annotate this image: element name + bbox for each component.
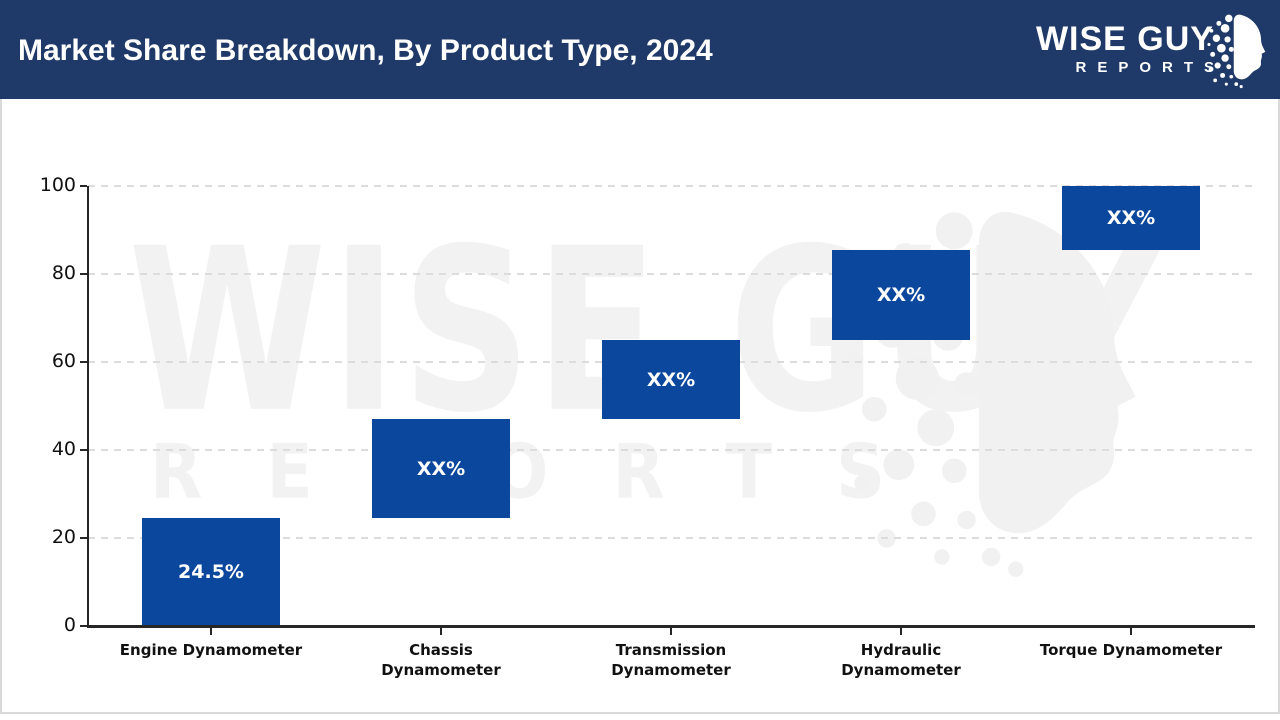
x-tick-label-torque-dynamometer: Torque Dynamometer	[1039, 641, 1223, 659]
y-tick-label-100: 100	[39, 174, 76, 196]
gridline-20	[88, 537, 1255, 539]
plot-area: 24.5% XX% XX% XX% XX%	[88, 185, 1255, 626]
logo-text: WISE GUY REPORTS	[1036, 22, 1214, 76]
bar-engine-dynamometer: 24.5%	[142, 518, 280, 626]
y-tick-label-20: 20	[51, 526, 76, 548]
logo-subtext: REPORTS	[1075, 59, 1225, 76]
y-tick-mark	[80, 273, 87, 275]
x-tick-label-engine-dynamometer: Engine Dynamometer	[119, 641, 303, 659]
x-tick-mark	[1130, 628, 1132, 635]
bar-torque-dynamometer: XX%	[1062, 186, 1200, 250]
logo-wordmark: WISE GUY	[1035, 20, 1214, 58]
gridline-100	[88, 185, 1255, 187]
logo: WISE GUY REPORTS	[1026, 8, 1266, 92]
bar-value-label: XX%	[646, 368, 696, 391]
y-tick-mark	[80, 625, 87, 627]
y-tick-mark	[80, 537, 87, 539]
x-axis-line	[87, 625, 1255, 628]
logo-head-icon	[1207, 14, 1266, 89]
x-tick-mark	[900, 628, 902, 635]
bar-value-label: XX%	[416, 457, 466, 480]
y-tick-label-40: 40	[51, 438, 76, 460]
header: Market Share Breakdown, By Product Type,…	[0, 0, 1280, 99]
y-tick-label-60: 60	[51, 350, 76, 372]
bar-value-label: XX%	[1106, 206, 1156, 229]
bar-value-label: XX%	[876, 283, 926, 306]
gridline-80	[88, 273, 1255, 275]
x-tick-mark	[670, 628, 672, 635]
bar-value-label: 24.5%	[178, 561, 244, 584]
bar-hydraulic-dynamometer: XX%	[832, 249, 970, 340]
y-tick-label-80: 80	[51, 262, 76, 284]
bar-transmission-dynamometer: XX%	[602, 340, 740, 420]
x-tick-label-chassis-dynamometer: Chassis Dynamometer	[381, 641, 501, 679]
x-tick-label-hydraulic-dynamometer: Hydraulic Dynamometer	[841, 641, 961, 679]
x-tick-label-transmission-dynamometer: Transmission Dynamometer	[611, 641, 731, 679]
x-tick-mark	[440, 628, 442, 635]
gridline-40	[88, 449, 1255, 451]
y-axis-line	[87, 186, 89, 628]
page-title: Market Share Breakdown, By Product Type,…	[18, 34, 713, 67]
x-tick-mark	[210, 628, 212, 635]
y-tick-mark	[80, 361, 87, 363]
y-tick-mark	[80, 449, 87, 451]
y-tick-mark	[80, 185, 87, 187]
y-tick-label-0: 0	[63, 614, 76, 636]
bar-chassis-dynamometer: XX%	[372, 419, 510, 519]
